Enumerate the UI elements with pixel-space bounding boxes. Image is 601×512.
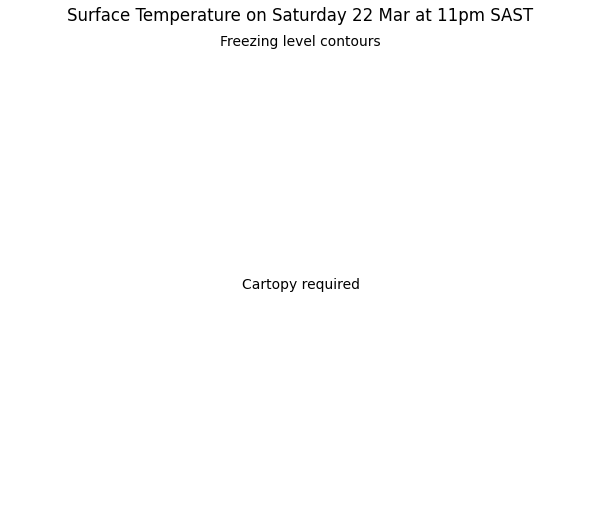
Text: Freezing level contours: Freezing level contours <box>220 35 381 49</box>
Text: Cartopy required: Cartopy required <box>242 278 359 292</box>
Text: Surface Temperature on Saturday 22 Mar at 11pm SAST: Surface Temperature on Saturday 22 Mar a… <box>67 8 534 26</box>
